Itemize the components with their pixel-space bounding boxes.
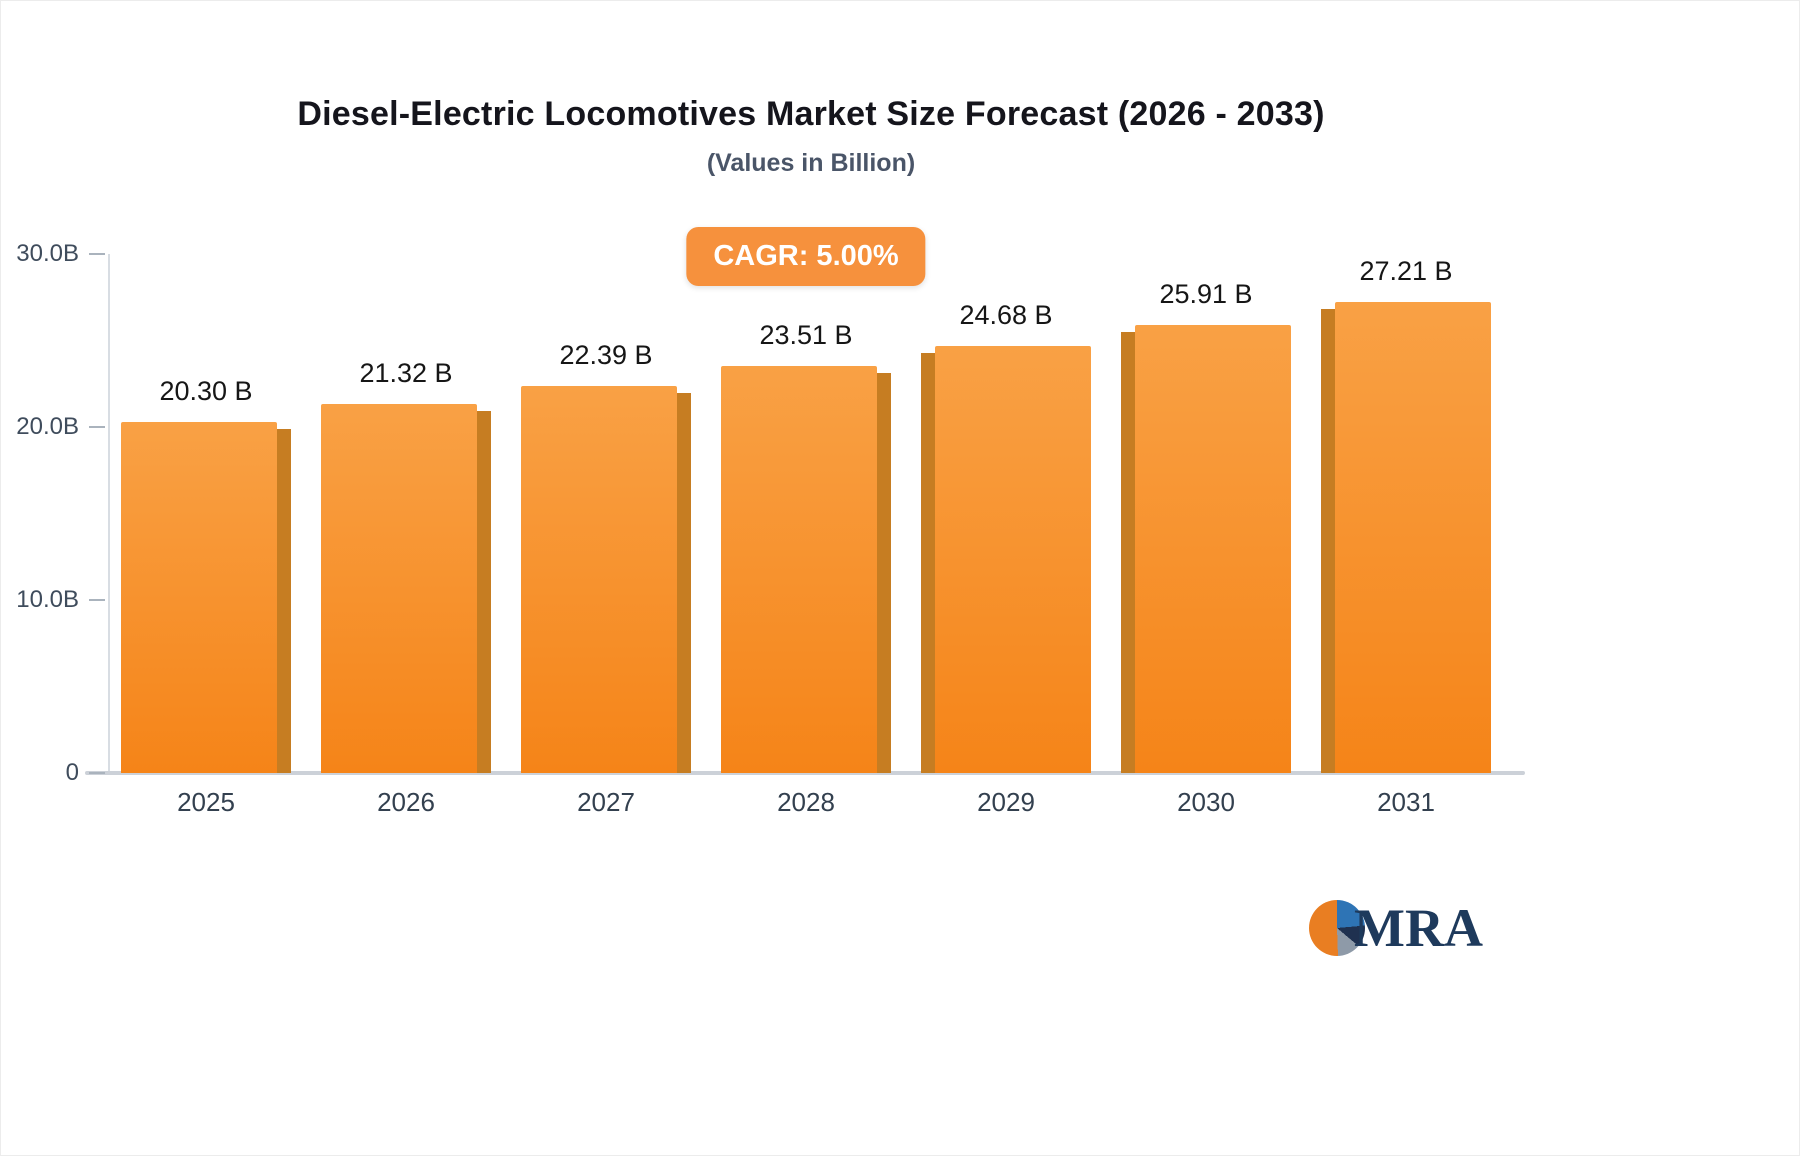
- bar-side-shadow: [677, 393, 691, 773]
- company-logo: MRA: [1309, 897, 1483, 959]
- y-axis-tick-mark: [89, 253, 105, 255]
- bar-value-label: 21.32 B: [359, 358, 453, 388]
- bar: [1121, 325, 1291, 773]
- bar-side-shadow: [877, 373, 891, 773]
- y-axis-tick-mark: [89, 772, 105, 774]
- x-axis-label: 2031: [1377, 787, 1435, 817]
- bar-value-label: 24.68 B: [959, 300, 1053, 330]
- y-axis-line: [108, 254, 110, 773]
- bar-face: [1335, 302, 1491, 773]
- bar-side-shadow: [1321, 309, 1335, 773]
- y-axis-tick-label: 10.0B: [16, 586, 79, 613]
- bar-side-shadow: [921, 353, 935, 773]
- x-axis-label: 2028: [777, 787, 835, 817]
- bar-face: [721, 366, 877, 773]
- bar: [721, 366, 891, 773]
- chart-subtitle: (Values in Billion): [706, 149, 916, 177]
- bar-value-label: 20.30 B: [159, 376, 253, 406]
- y-axis-tick-label: 30.0B: [16, 240, 79, 267]
- bar-face: [121, 422, 277, 773]
- bar: [521, 386, 691, 773]
- chart-title: Diesel-Electric Locomotives Market Size …: [297, 95, 1325, 133]
- bar-face: [935, 346, 1091, 773]
- bar-value-label: 27.21 B: [1359, 256, 1453, 286]
- cagr-badge: CAGR: 5.00%: [686, 227, 926, 286]
- bar: [121, 422, 291, 773]
- bar: [1321, 302, 1491, 773]
- bar-side-shadow: [277, 429, 291, 773]
- x-axis-label: 2029: [977, 787, 1035, 817]
- x-axis-label: 2025: [177, 787, 235, 817]
- logo-text: MRA: [1354, 898, 1483, 958]
- x-axis-label: 2027: [577, 787, 635, 817]
- pie-logo-icon: [1309, 900, 1365, 956]
- y-axis-tick-label: 20.0B: [16, 413, 79, 440]
- bar-face: [521, 386, 677, 773]
- y-axis-tick-mark: [89, 426, 105, 428]
- y-axis-tick-label: 0: [65, 759, 79, 786]
- bar-face: [321, 404, 477, 773]
- x-axis-baseline: [85, 771, 1525, 775]
- bar-value-label: 22.39 B: [559, 340, 653, 370]
- bar-value-label: 25.91 B: [1159, 279, 1253, 309]
- bar: [321, 404, 491, 773]
- bar: [921, 346, 1091, 773]
- bar-side-shadow: [477, 411, 491, 773]
- bar-face: [1135, 325, 1291, 773]
- x-axis-label: 2026: [377, 787, 435, 817]
- y-axis-tick-mark: [89, 599, 105, 601]
- x-axis-label: 2030: [1177, 787, 1235, 817]
- bar-value-label: 23.51 B: [759, 320, 853, 350]
- bar-side-shadow: [1121, 332, 1135, 773]
